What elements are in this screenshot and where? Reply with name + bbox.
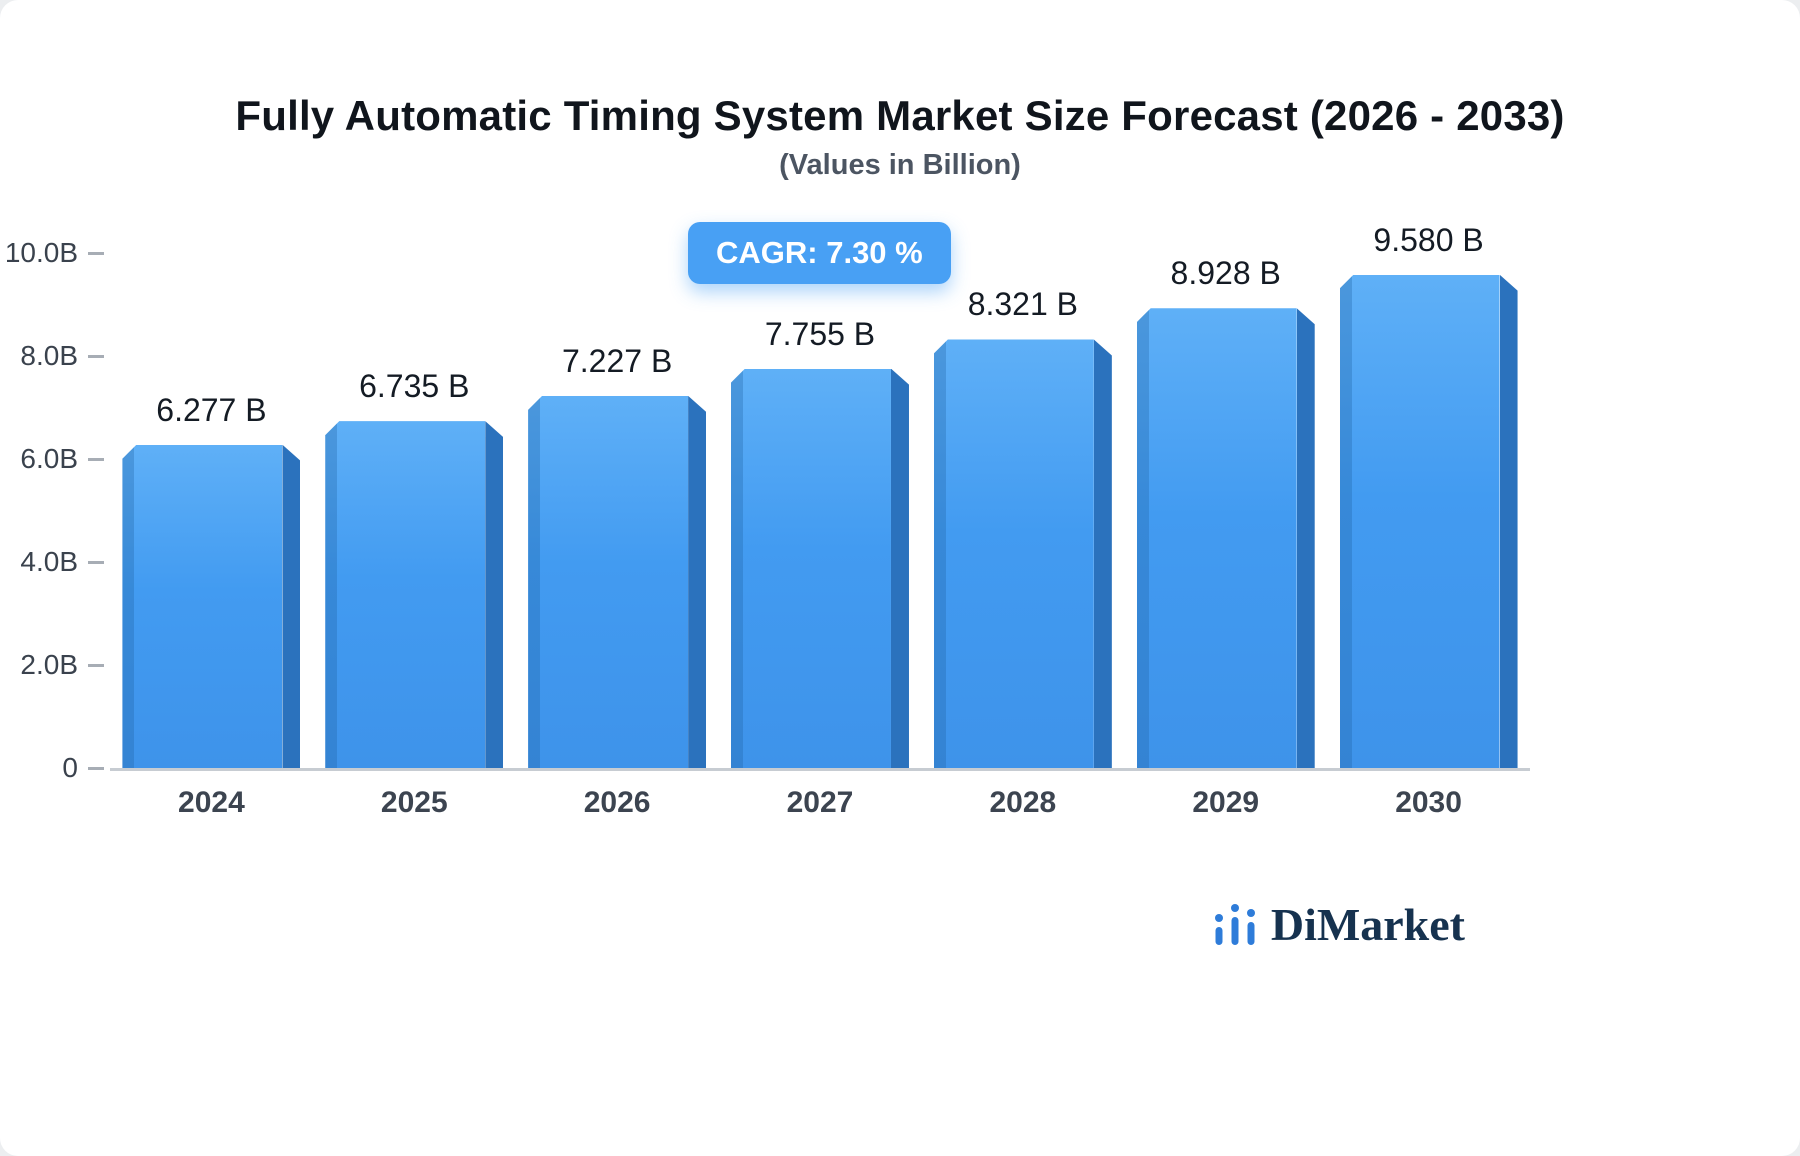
bar-side-face bbox=[1499, 274, 1518, 768]
y-axis-tick: 0 bbox=[0, 752, 110, 784]
bar-front-face bbox=[1136, 308, 1297, 768]
bar-slot-2028: 8.321 B 2028 bbox=[921, 253, 1124, 819]
bar-2028: 8.321 B bbox=[933, 286, 1112, 768]
y-axis-tick-mark bbox=[88, 251, 104, 255]
bar-side-face bbox=[282, 444, 301, 768]
bar-side-face bbox=[688, 395, 707, 768]
bar-front-face bbox=[325, 421, 486, 768]
y-axis-tick-mark bbox=[88, 766, 104, 770]
x-axis-label-2030: 2030 bbox=[1395, 786, 1462, 819]
plot-area: 0 2.0B 4.0B 6.0B 8.0B 10.0B 6.277 B 2024 6.735 B… bbox=[5, 222, 1530, 819]
bar-2025: 6.735 B bbox=[325, 368, 504, 768]
bar-value-label: 7.755 B bbox=[764, 315, 876, 352]
bar-front-face bbox=[1339, 274, 1500, 768]
bar-value-label: 6.277 B bbox=[156, 391, 267, 428]
chart-subtitle: (Values in Billion) bbox=[779, 149, 1021, 181]
y-axis-tick: 8.0B bbox=[0, 340, 110, 372]
y-axis-tick-label: 0 bbox=[62, 752, 78, 783]
y-axis-tick-label: 8.0B bbox=[20, 340, 78, 371]
cagr-badge: CAGR: 7.30 % bbox=[688, 222, 951, 284]
bar-value-label: 9.580 B bbox=[1373, 221, 1484, 258]
bar-2024: 6.277 B bbox=[122, 392, 301, 768]
x-axis-label-2024: 2024 bbox=[178, 786, 245, 819]
bar-side-face bbox=[485, 421, 504, 768]
y-axis-tick-label: 2.0B bbox=[20, 649, 78, 680]
x-axis-label-2029: 2029 bbox=[1192, 786, 1260, 819]
y-axis-tick-mark bbox=[88, 457, 104, 461]
y-axis-tick-mark bbox=[88, 354, 104, 358]
logo-text: DiMarket bbox=[1270, 899, 1465, 951]
bar-value-label: 8.321 B bbox=[967, 286, 1078, 323]
x-axis-label-2025: 2025 bbox=[380, 786, 448, 819]
y-axis-tick: 6.0B bbox=[0, 443, 110, 475]
bar-front-face bbox=[933, 339, 1094, 768]
chart-title: Fully Automatic Timing System Market Siz… bbox=[235, 92, 1565, 139]
y-axis-tick-label: 4.0B bbox=[20, 546, 78, 577]
bar-side-face bbox=[1093, 339, 1112, 768]
bar-value-label: 7.227 B bbox=[561, 342, 673, 379]
y-axis-tick-mark bbox=[88, 663, 104, 667]
bar-slot-2025: 6.735 B 2025 bbox=[313, 253, 516, 819]
x-axis-label-2026: 2026 bbox=[583, 786, 651, 819]
bar-chart-logo-icon bbox=[1214, 904, 1255, 945]
bar-2026: 7.227 B bbox=[528, 343, 707, 768]
bar-side-face bbox=[1296, 308, 1315, 768]
bar-slot-2024: 6.277 B 2024 bbox=[110, 253, 313, 819]
bar-side-face bbox=[890, 368, 909, 768]
bar-front-face bbox=[730, 368, 891, 768]
dimarket-logo: DiMarket bbox=[1211, 899, 1465, 951]
y-axis-tick-mark bbox=[88, 560, 104, 564]
x-axis-label-2028: 2028 bbox=[989, 786, 1057, 819]
y-axis-tick: 10.0B bbox=[0, 237, 110, 269]
y-axis-tick: 2.0B bbox=[0, 649, 110, 681]
bar-value-label: 6.735 B bbox=[359, 368, 470, 405]
bar-front-face bbox=[528, 395, 689, 768]
bar-value-label: 8.928 B bbox=[1170, 255, 1281, 292]
y-axis-tick-label: 10.0B bbox=[4, 237, 78, 268]
bar-slot-2030: 9.580 B 2030 bbox=[1327, 222, 1530, 819]
bar-front-face bbox=[122, 444, 283, 768]
bar-slot-2029: 8.928 B 2029 bbox=[1124, 253, 1327, 819]
bar-slot-2027: 7.755 B 2027 bbox=[719, 253, 922, 819]
bar-2030: 9.580 B bbox=[1339, 222, 1518, 768]
bar-slot-2026: 7.227 B 2026 bbox=[516, 253, 719, 819]
bar-2029: 8.928 B bbox=[1136, 255, 1315, 768]
bar-2027: 7.755 B bbox=[730, 316, 909, 768]
y-axis-tick: 4.0B bbox=[0, 546, 110, 578]
x-axis-label-2027: 2027 bbox=[786, 786, 854, 819]
y-axis-tick-label: 6.0B bbox=[20, 443, 78, 474]
